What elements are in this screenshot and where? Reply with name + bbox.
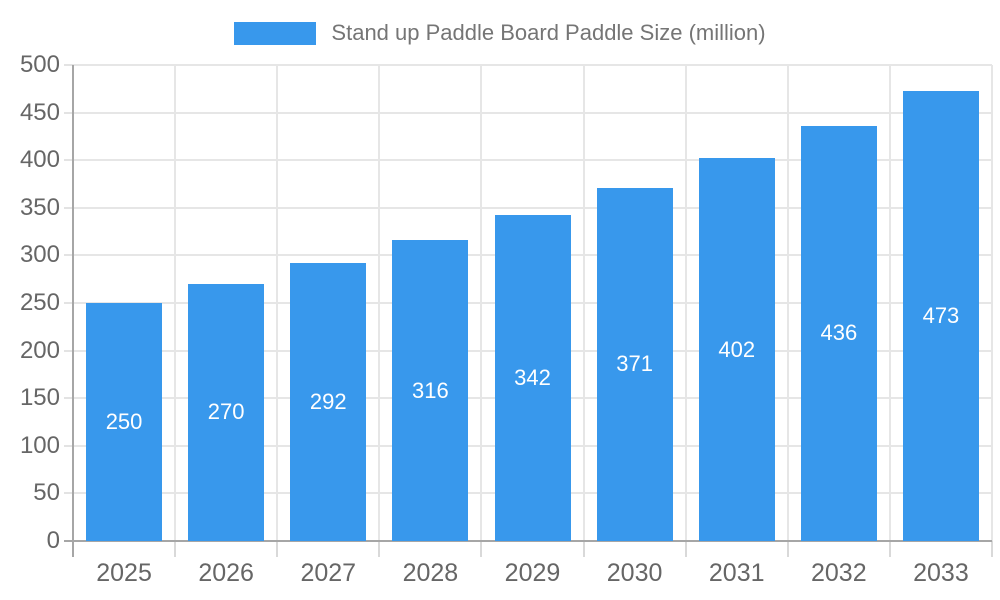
bar-2032[interactable]: 436 <box>800 125 877 541</box>
x-axis-label-2032: 2032 <box>811 559 867 587</box>
x-gridline <box>480 65 483 541</box>
bar-value-label: 250 <box>105 409 143 434</box>
y-axis-tick <box>64 349 73 352</box>
legend-swatch <box>234 21 317 45</box>
bar-value-label: 316 <box>412 377 449 403</box>
bar-value-label: 292 <box>309 389 347 414</box>
y-gridline <box>73 206 992 209</box>
bar-2028[interactable]: 316 <box>392 240 469 541</box>
y-axis-tick <box>64 444 73 447</box>
y-axis-label: 100 <box>19 431 60 459</box>
x-axis-tick <box>991 541 993 557</box>
x-axis-tick <box>378 541 381 557</box>
bar-value-label: 371 <box>616 351 653 377</box>
legend-label: Stand up Paddle Board Paddle Size (milli… <box>331 20 766 45</box>
x-axis-tick <box>582 541 585 557</box>
x-axis-label-2025: 2025 <box>96 559 152 587</box>
x-gridline <box>174 65 177 541</box>
y-axis-label: 400 <box>19 146 60 174</box>
x-axis-label-2033: 2033 <box>913 559 969 587</box>
y-axis-tick <box>64 64 73 66</box>
x-axis-tick <box>888 541 891 557</box>
legend[interactable]: Stand up Paddle Board Paddle Size (milli… <box>0 10 1000 56</box>
bar-2033[interactable]: 473 <box>902 90 979 541</box>
y-axis-tick <box>64 254 73 257</box>
y-axis-label: 50 <box>33 479 60 507</box>
x-gridline <box>276 65 279 541</box>
bar-value-label: 436 <box>820 320 858 346</box>
y-axis-tick <box>64 492 73 495</box>
y-axis-label: 350 <box>19 193 60 221</box>
bar-2031[interactable]: 402 <box>698 158 775 541</box>
x-axis-tick <box>174 541 177 557</box>
y-gridline <box>73 64 992 66</box>
x-axis-label-2026: 2026 <box>198 559 254 587</box>
x-axis-tick <box>684 541 687 557</box>
bar-2025[interactable]: 250 <box>86 303 163 541</box>
x-axis-line <box>64 540 992 542</box>
y-axis-label: 500 <box>19 51 60 78</box>
y-axis-label: 0 <box>46 527 60 554</box>
y-axis-label: 300 <box>19 241 60 269</box>
bar-value-label: 342 <box>514 365 551 391</box>
y-axis-label: 250 <box>19 289 60 316</box>
x-axis-label-2030: 2030 <box>606 559 663 587</box>
y-gridline <box>73 111 992 114</box>
bar-2026[interactable]: 270 <box>188 283 265 541</box>
y-axis-tick <box>64 111 73 114</box>
bar-value-label: 473 <box>922 302 960 328</box>
y-gridline <box>73 159 992 162</box>
y-axis-label: 450 <box>19 98 60 126</box>
bar-2029[interactable]: 342 <box>494 215 571 541</box>
x-axis-tick <box>276 541 279 557</box>
bar-2027[interactable]: 292 <box>290 263 367 541</box>
x-gridline <box>684 65 687 541</box>
x-axis-label-2027: 2027 <box>300 559 357 587</box>
y-axis-tick <box>64 206 73 209</box>
x-gridline <box>378 65 381 541</box>
bar-value-label: 270 <box>207 399 245 425</box>
x-axis-label-2029: 2029 <box>504 559 561 587</box>
y-axis-tick <box>64 397 73 400</box>
x-axis-tick <box>786 541 789 557</box>
y-axis-tick <box>64 302 73 304</box>
x-axis-tick <box>480 541 483 557</box>
x-gridline <box>991 65 993 541</box>
y-axis-label: 150 <box>19 384 60 412</box>
x-gridline <box>888 65 891 541</box>
x-axis-label-2031: 2031 <box>708 559 765 587</box>
y-axis-line <box>72 65 74 557</box>
bar-value-label: 402 <box>718 336 756 362</box>
y-axis-tick <box>64 159 73 162</box>
x-gridline <box>786 65 789 541</box>
x-axis-label-2028: 2028 <box>402 559 459 587</box>
x-gridline <box>582 65 585 541</box>
bar-2030[interactable]: 371 <box>596 187 673 541</box>
y-axis-label: 200 <box>19 336 60 364</box>
